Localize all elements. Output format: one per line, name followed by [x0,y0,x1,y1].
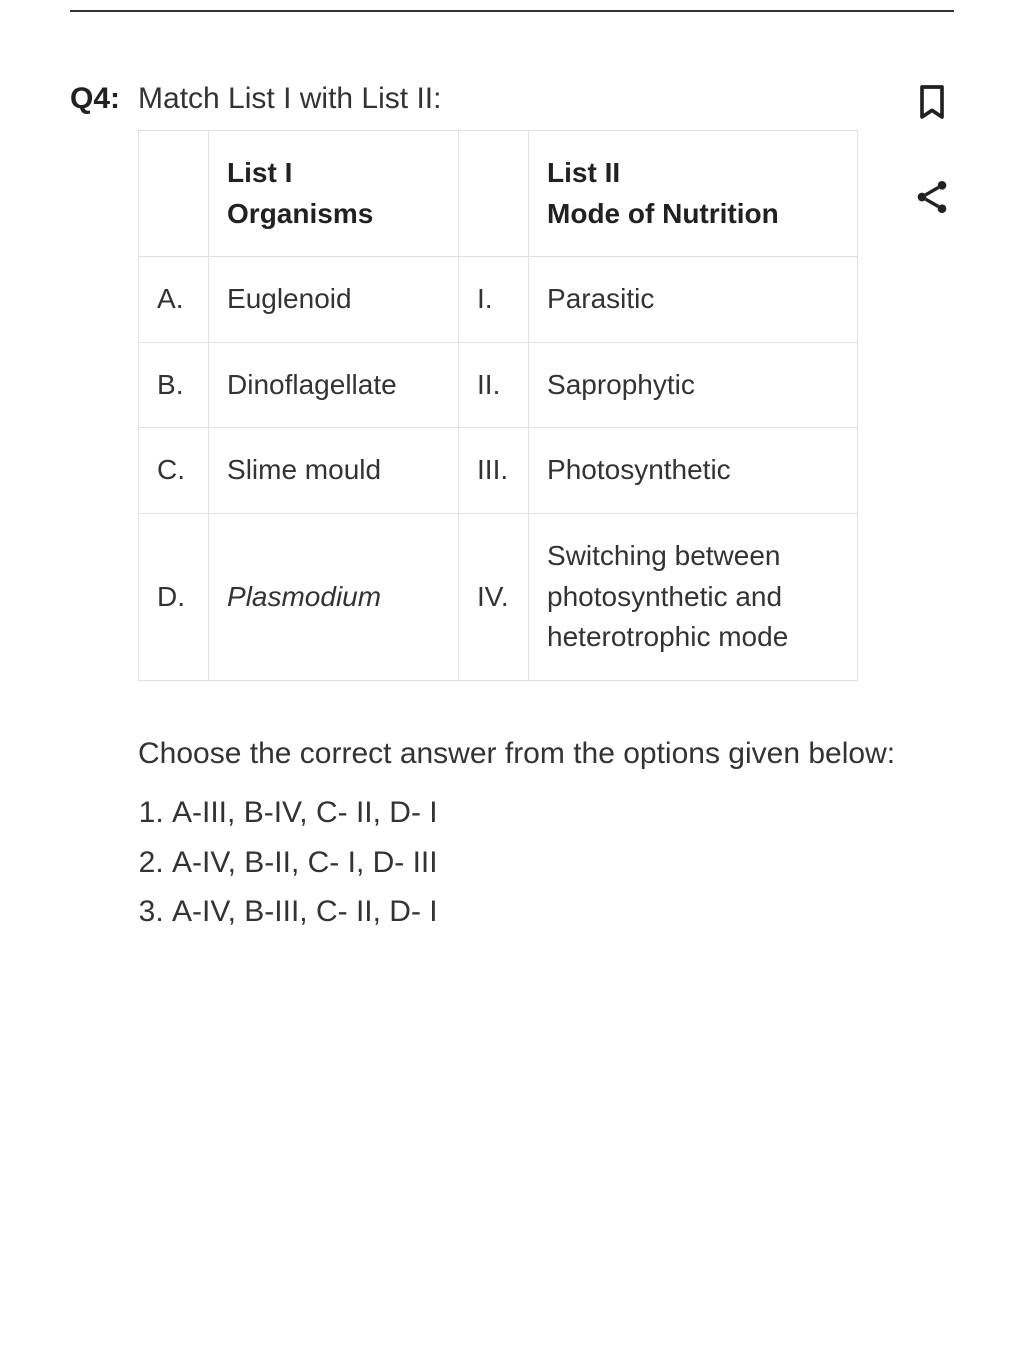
question-prompt: Match List I with List II: [138,82,954,116]
header-blank-2 [459,131,529,257]
row-letter: C. [139,428,209,514]
answer-prompt: Choose the correct answer from the optio… [138,731,954,778]
match-table: List I Organisms List II Mode of Nutriti… [138,130,858,681]
row-organism: Plasmodium [209,513,459,680]
table-row: B.DinoflagellateII.Saprophytic [139,342,858,428]
row-mode: Saprophytic [529,342,858,428]
row-organism: Euglenoid [209,257,459,343]
row-roman: III. [459,428,529,514]
row-letter: D. [139,513,209,680]
row-organism: Dinoflagellate [209,342,459,428]
header-list2-title: List II [547,157,620,188]
table-row: A.EuglenoidI.Parasitic [139,257,858,343]
row-roman: II. [459,342,529,428]
option-item[interactable]: A-III, B-IV, C- II, D- I [172,791,954,835]
row-letter: A. [139,257,209,343]
row-roman: I. [459,257,529,343]
header-list1: List I Organisms [209,131,459,257]
row-letter: B. [139,342,209,428]
option-item[interactable]: A-IV, B-III, C- II, D- I [172,890,954,934]
question-number: Q4: [70,82,120,116]
row-mode: Switching between photosynthetic and het… [529,513,858,680]
table-header-row: List I Organisms List II Mode of Nutriti… [139,131,858,257]
row-roman: IV. [459,513,529,680]
question-block: Q4: Match List I with List II: List I Or… [0,12,1024,940]
header-list1-title: List I [227,157,292,188]
share-icon[interactable] [912,177,952,222]
bookmark-icon[interactable] [912,82,952,127]
header-blank-1 [139,131,209,257]
header-list1-sub: Organisms [227,198,373,229]
row-mode: Parasitic [529,257,858,343]
table-row: C.Slime mouldIII.Photosynthetic [139,428,858,514]
header-list2-sub: Mode of Nutrition [547,198,779,229]
options-list: A-III, B-IV, C- II, D- I A-IV, B-II, C- I… [138,791,954,934]
option-item[interactable]: A-IV, B-II, C- I, D- III [172,841,954,885]
row-mode: Photosynthetic [529,428,858,514]
table-row: D.PlasmodiumIV.Switching between photosy… [139,513,858,680]
header-list2: List II Mode of Nutrition [529,131,858,257]
action-icons [912,82,952,222]
row-organism: Slime mould [209,428,459,514]
